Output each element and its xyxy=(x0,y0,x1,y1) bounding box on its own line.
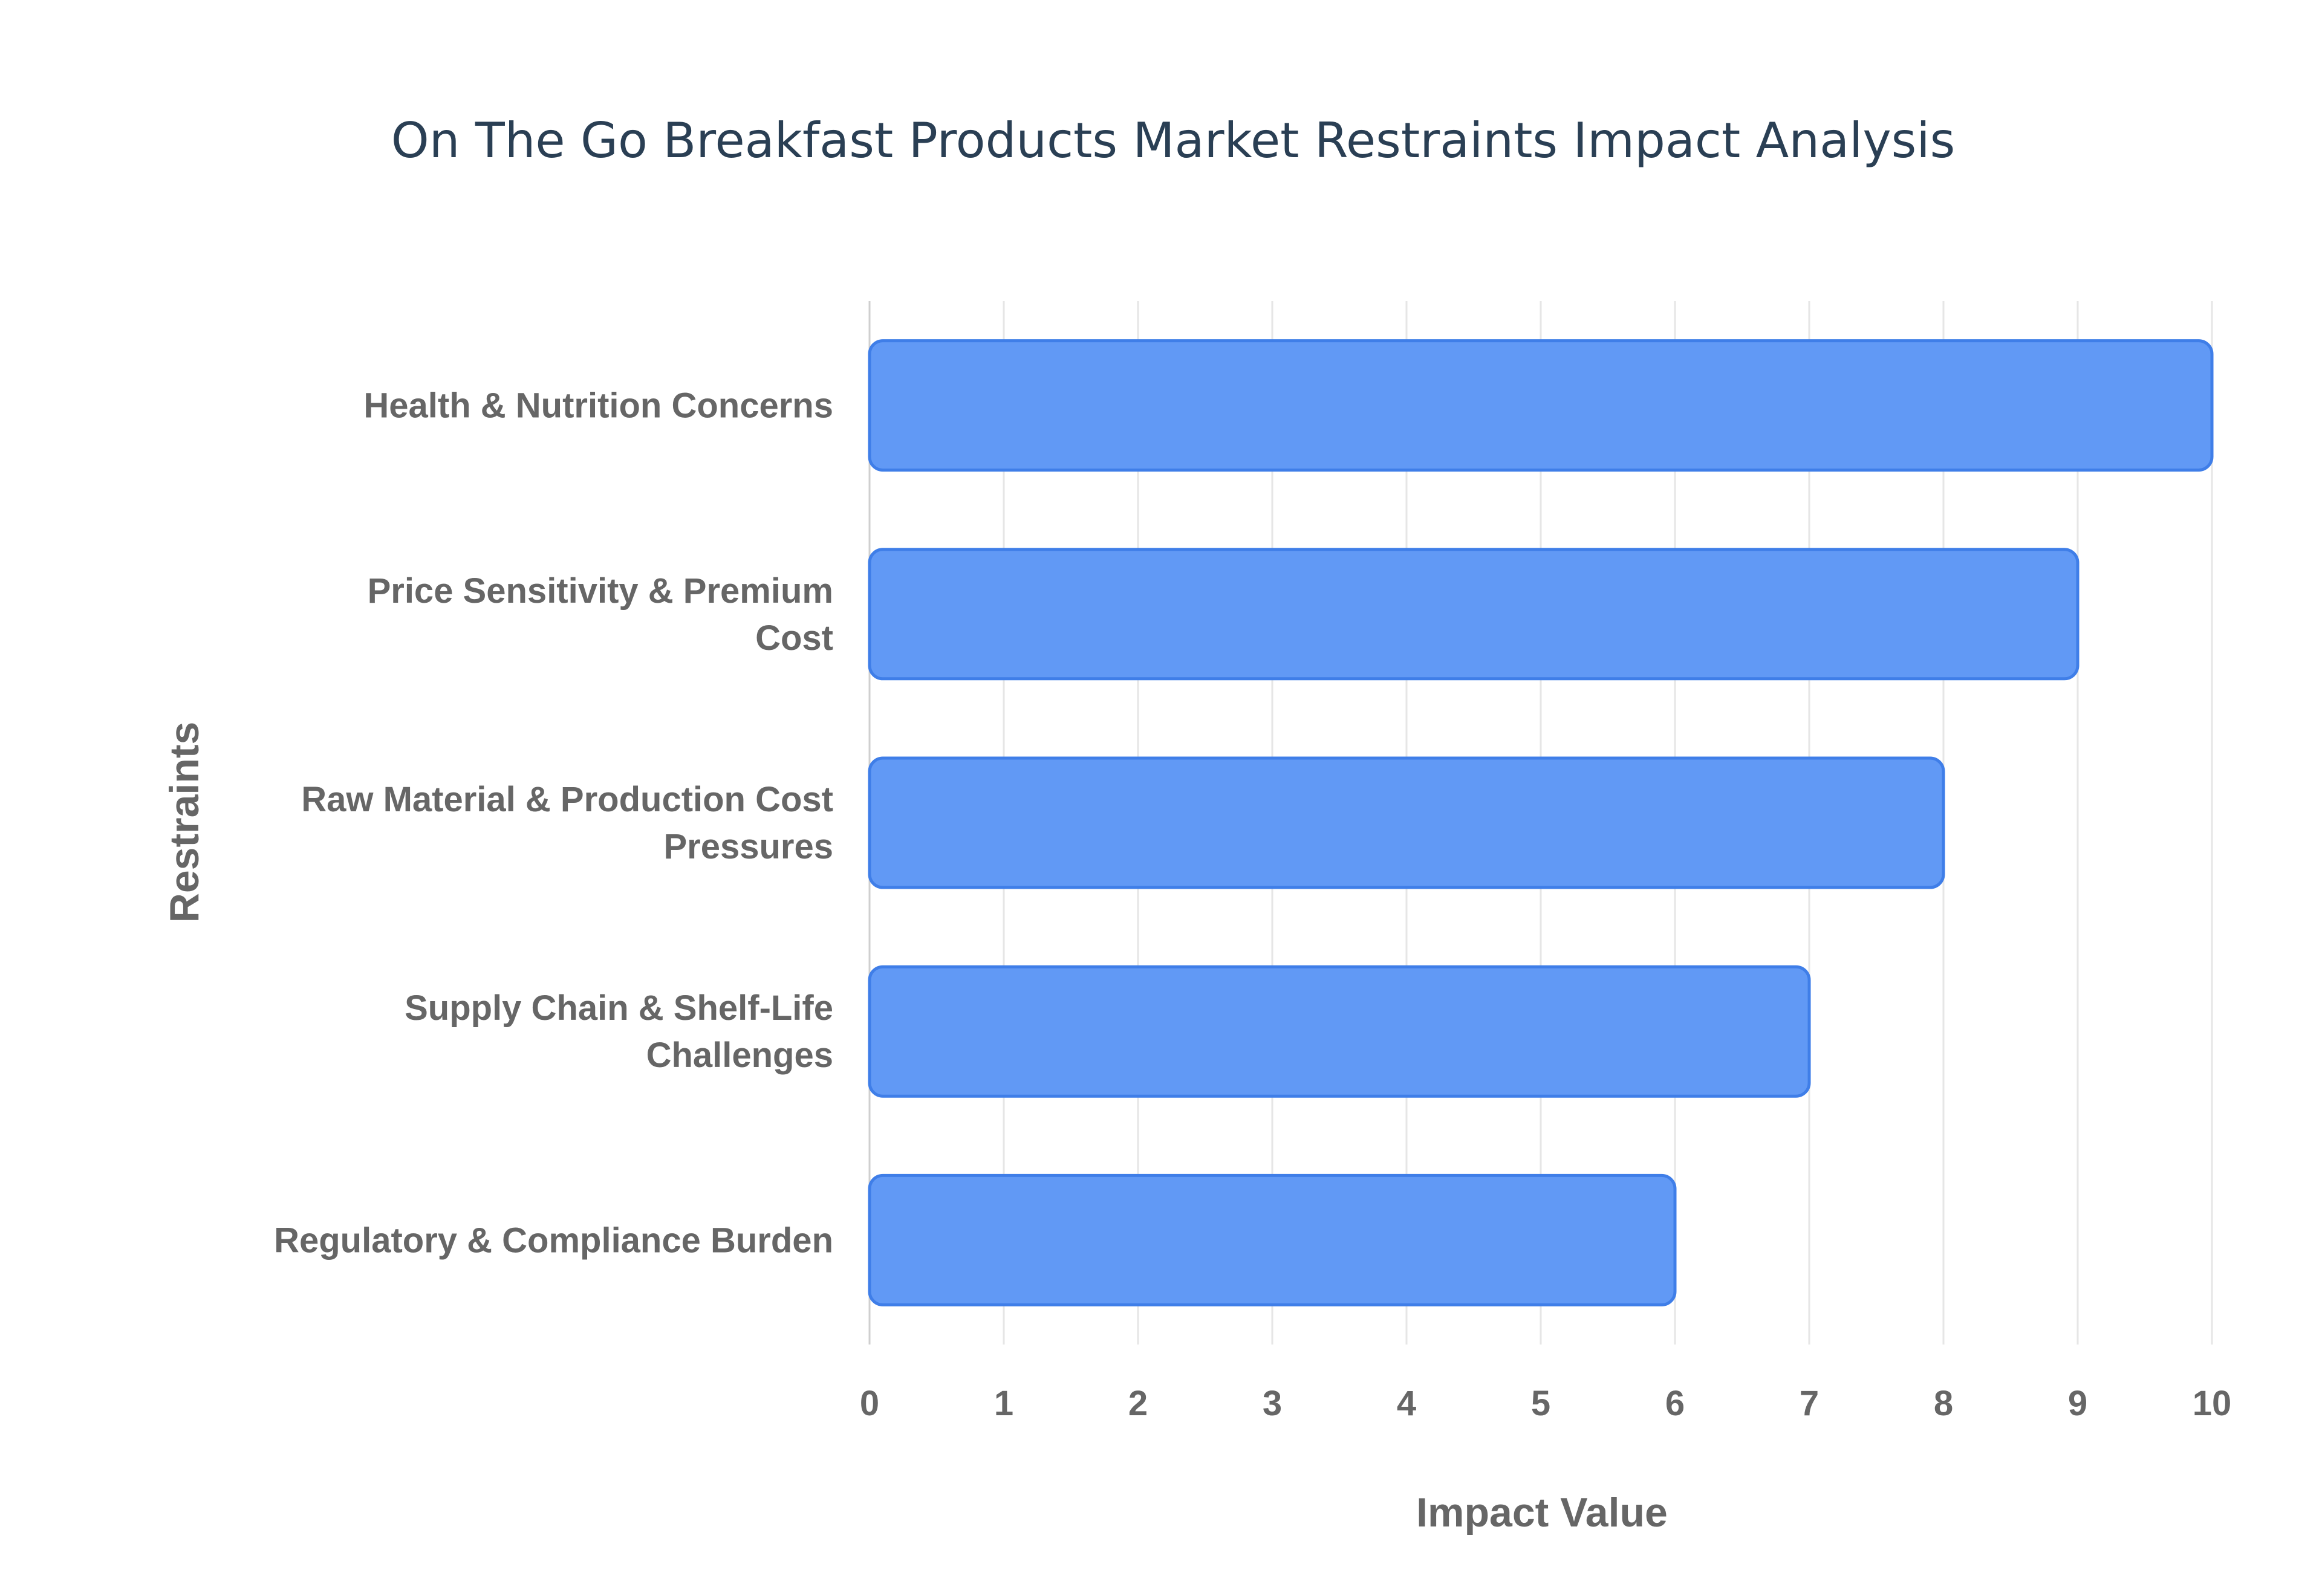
bars xyxy=(868,339,2214,1306)
bar xyxy=(868,965,1811,1098)
x-axis-title: Impact Value xyxy=(1416,1490,1668,1536)
category-label: Supply Chain & Shelf-Life xyxy=(405,988,833,1028)
y-axis-title: Restraints xyxy=(161,722,207,923)
x-tick-label: 7 xyxy=(1800,1384,1819,1423)
x-tick-label: 3 xyxy=(1263,1384,1282,1423)
category-label: Challenges xyxy=(646,1036,833,1075)
category-labels: Health & Nutrition Concerns Price Sensiti… xyxy=(274,386,833,1260)
bar xyxy=(868,548,2080,681)
category-label: Raw Material & Production Cost xyxy=(301,780,833,819)
x-tick-label: 4 xyxy=(1397,1384,1416,1423)
category-label: Health & Nutrition Concerns xyxy=(363,386,833,426)
bar xyxy=(868,1173,1677,1306)
x-tick-label: 2 xyxy=(1128,1384,1148,1423)
category-label: Cost xyxy=(755,618,833,658)
category-label: Regulatory & Compliance Burden xyxy=(274,1221,833,1260)
bar xyxy=(868,756,1945,889)
x-tick-label: 6 xyxy=(1665,1384,1685,1423)
bar xyxy=(868,339,2214,472)
x-tick-labels: 0 1 2 3 4 5 6 7 8 9 10 xyxy=(860,1384,2231,1423)
chart-title: On The Go Breakfast Products Market Rest… xyxy=(391,112,1956,169)
x-tick-label: 9 xyxy=(2068,1384,2087,1423)
category-label: Pressures xyxy=(663,827,833,866)
category-label: Price Sensitivity & Premium xyxy=(368,571,833,611)
x-tick-label: 5 xyxy=(1531,1384,1550,1423)
x-tick-label: 0 xyxy=(860,1384,879,1423)
x-tick-label: 8 xyxy=(1934,1384,1953,1423)
x-tick-label: 1 xyxy=(994,1384,1013,1423)
x-tick-label: 10 xyxy=(2193,1384,2232,1423)
